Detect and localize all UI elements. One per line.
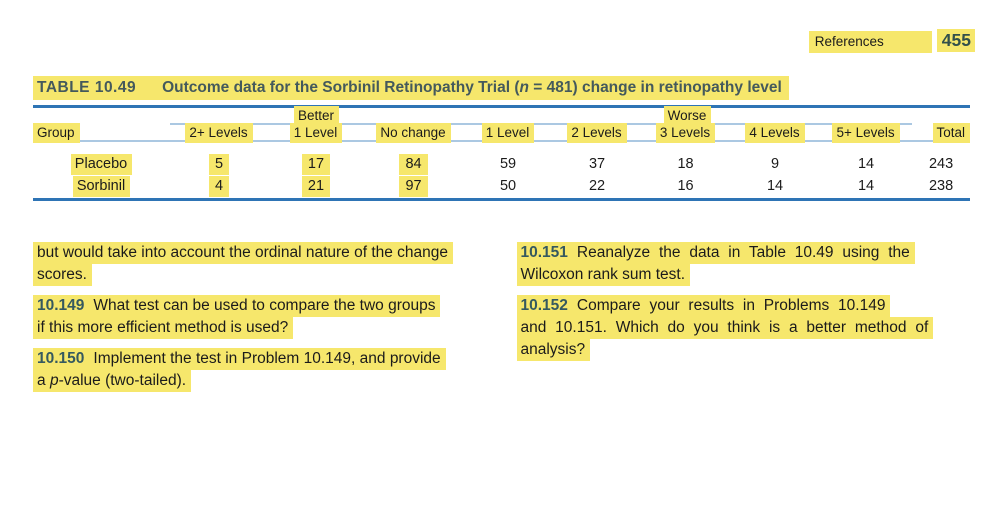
- table-caption: Outcome data for the Sorbinil Retinopath…: [162, 79, 782, 96]
- col-header-1-level-better: 1 Level: [268, 123, 364, 143]
- col-header-no-change: No change: [364, 123, 464, 143]
- empty-cell: [33, 107, 170, 125]
- data-cell: 17: [268, 141, 364, 175]
- data-cell: 9: [770, 156, 780, 172]
- data-cell: 16: [677, 178, 694, 194]
- outcome-table: Better Worse Group 2+ Levels 1 Level No …: [33, 105, 971, 201]
- col-header-1-level-worse: 1 Level: [463, 123, 554, 143]
- table-title-bar: TABLE 10.49 Outcome data for the Sorbinil…: [33, 76, 971, 100]
- total-cell: 243: [928, 156, 954, 172]
- table-row-placebo: Placebo 5 17 84 59 37 18 9 14 243: [33, 141, 970, 175]
- problem-number: 10.152: [520, 297, 568, 314]
- worse-group-header: Worse: [663, 106, 712, 126]
- data-cell: 97: [364, 172, 463, 200]
- problem-number: 10.149: [37, 297, 85, 314]
- col-header-4-levels: 4 Levels: [730, 123, 821, 143]
- data-cell: 14: [857, 156, 875, 172]
- col-header-3-levels: 3 Levels: [641, 123, 731, 143]
- problem-10-149: 10.149 What test can be used to compare t…: [33, 295, 502, 339]
- page-number: 455: [936, 29, 975, 52]
- total-cell: 238: [928, 178, 954, 194]
- data-cell: 14: [766, 178, 784, 194]
- problem-number: 10.150: [37, 350, 85, 367]
- data-cell: 37: [588, 156, 606, 172]
- problem-10-151: 10.151 Reanalyze the data in Table 10.49 …: [516, 242, 986, 286]
- data-cell: 21: [268, 172, 364, 200]
- problems-right-column: 10.151 Reanalyze the data in Table 10.49 …: [516, 242, 986, 401]
- worse-group-cell: Worse: [463, 106, 913, 126]
- table-row-sorbinil: Sorbinil 4 21 97 50 22 16 14 14 238: [33, 172, 970, 200]
- problems-left-column: but would take into account the ordinal …: [33, 242, 502, 401]
- better-group-cell: Better: [170, 106, 464, 126]
- data-cell: 14: [857, 178, 875, 194]
- data-cell: 4: [170, 172, 268, 200]
- problem-10-152: 10.152 Compare your results in Problems 1…: [516, 295, 986, 361]
- problem-number: 10.151: [520, 244, 568, 261]
- data-cell: 59: [499, 156, 517, 172]
- col-header-2plus-levels: 2+ Levels: [170, 123, 268, 143]
- col-header-5plus-levels: 5+ Levels: [820, 123, 913, 143]
- col-header-group: Group: [33, 123, 170, 143]
- data-cell: 18: [677, 156, 694, 172]
- table-label: TABLE 10.49: [37, 79, 137, 96]
- group-cell: Sorbinil: [33, 172, 170, 200]
- paragraph-intro: but would take into account the ordinal …: [33, 242, 502, 286]
- references-label: References: [808, 31, 932, 53]
- better-group-header: Better: [294, 106, 340, 126]
- col-header-2-levels: 2 Levels: [553, 123, 642, 143]
- col-header-total: Total: [912, 123, 971, 143]
- running-head: References 455: [33, 29, 975, 53]
- data-cell: 22: [588, 178, 606, 194]
- table-title-highlight: TABLE 10.49 Outcome data for the Sorbinil…: [33, 76, 789, 100]
- textbook-page: References 455 TABLE 10.49 Outcome data fo…: [0, 29, 1004, 512]
- data-cell: 84: [364, 141, 463, 175]
- problems-section: but would take into account the ordinal …: [33, 242, 985, 401]
- data-cell: 5: [170, 141, 268, 175]
- column-header-row: Group 2+ Levels 1 Level No change 1 Leve…: [33, 123, 971, 143]
- problem-10-150: 10.150 Implement the test in Problem 10.1…: [33, 348, 502, 392]
- data-cell: 50: [499, 178, 517, 194]
- span-header-row: Better Worse: [33, 106, 970, 126]
- group-cell: Placebo: [33, 141, 170, 175]
- empty-cell: [912, 107, 970, 125]
